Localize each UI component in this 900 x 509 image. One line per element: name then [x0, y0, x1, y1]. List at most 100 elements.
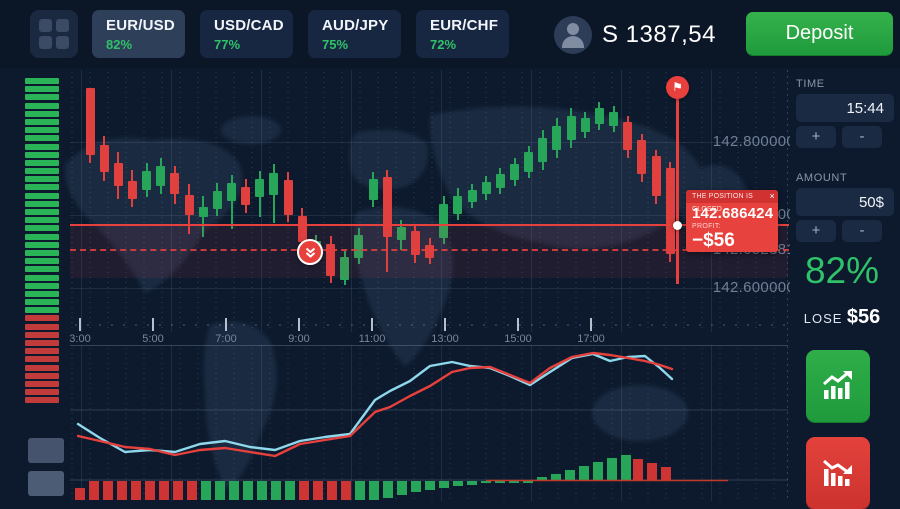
volume-bar — [145, 481, 155, 500]
volume-bar — [537, 477, 547, 480]
grid-menu-button[interactable] — [30, 10, 78, 58]
lose-amount: LOSE $56 — [790, 306, 894, 329]
gauge-bar-green — [25, 78, 59, 84]
amount-plus-button[interactable]: + — [796, 220, 836, 242]
candle — [524, 152, 534, 172]
position-time-line — [676, 96, 679, 284]
time-tick-label: 11:00 — [358, 333, 386, 345]
gauge-bar-green — [25, 209, 59, 215]
close-price-dot — [673, 220, 682, 230]
candle — [609, 112, 619, 126]
time-minus-button[interactable]: - — [842, 126, 882, 148]
amount-minus-button[interactable]: - — [842, 220, 882, 242]
candle — [326, 244, 336, 277]
time-tick-label: 3:00 — [69, 333, 91, 345]
volume-bar — [327, 481, 337, 500]
volume-bar — [593, 462, 603, 480]
time-tick — [152, 318, 154, 331]
candle — [396, 226, 406, 240]
time-plus-button[interactable]: + — [796, 126, 836, 148]
volume-bar — [355, 481, 365, 500]
candle — [580, 117, 590, 132]
flag-marker-icon[interactable]: ⚑ — [666, 76, 689, 99]
account-balance: S 1387,54 — [602, 21, 716, 48]
time-tick — [298, 318, 300, 331]
candle — [410, 231, 420, 256]
volume-bar — [229, 481, 239, 500]
candle — [170, 172, 180, 194]
sidebar-tool-button-1[interactable] — [28, 438, 64, 463]
gauge-bar-green — [25, 217, 59, 224]
time-tick-label: 15:00 — [504, 333, 532, 345]
candle — [283, 179, 293, 215]
tooltip-close-price: 142.686424 — [692, 205, 774, 222]
position-shaded-band — [70, 224, 788, 278]
candle — [453, 196, 463, 215]
gauge-bar-green — [25, 143, 59, 150]
grid-icon — [39, 19, 52, 32]
volume-bar — [523, 481, 533, 483]
candle — [184, 195, 194, 215]
gauge-bar-green — [25, 151, 59, 158]
pair-label: USD/CAD — [214, 17, 284, 34]
gauge-bar-green — [25, 110, 59, 117]
user-avatar[interactable] — [554, 16, 592, 54]
pair-tab-eur-chf[interactable]: EUR/CHF 72% — [416, 10, 509, 58]
pair-tab-aud-jpy[interactable]: AUD/JPY 75% — [308, 10, 401, 58]
pair-payout: 72% — [430, 37, 457, 52]
pair-payout: 77% — [214, 37, 241, 52]
gauge-bar-green — [25, 299, 59, 306]
call-button[interactable] — [806, 350, 870, 422]
volume-bar — [621, 455, 631, 480]
time-tick-label: 5:00 — [142, 333, 164, 345]
candle — [198, 206, 208, 218]
pair-tab-eur-usd[interactable]: EUR/USD 82% — [92, 10, 185, 58]
sell-position-marker[interactable] — [297, 239, 323, 265]
gauge-bar-green — [25, 282, 59, 289]
gauge-bar-green — [25, 225, 59, 232]
gauge-bar-red — [25, 331, 59, 338]
candle — [510, 163, 519, 180]
volume-bar — [159, 481, 169, 500]
candle — [113, 163, 123, 186]
put-button[interactable] — [806, 437, 870, 509]
time-label: TIME — [796, 78, 825, 90]
volume-bar — [313, 481, 323, 500]
time-tick-label: 7:00 — [215, 333, 237, 345]
gauge-bar-green — [25, 241, 59, 248]
time-input[interactable] — [796, 94, 894, 122]
pair-label: EUR/CHF — [430, 17, 499, 34]
pair-tab-usd-cad[interactable]: USD/CAD 77% — [200, 10, 293, 58]
gauge-bar-red — [25, 348, 59, 355]
volume-bar — [103, 481, 113, 500]
candle — [127, 180, 137, 199]
user-icon — [567, 23, 579, 35]
gauge-bar-red — [25, 389, 59, 396]
volume-bar — [243, 481, 253, 500]
time-tick — [225, 318, 227, 331]
candle — [495, 174, 505, 188]
pair-payout: 82% — [106, 37, 133, 52]
chart-up-icon — [823, 371, 852, 399]
close-icon[interactable]: × — [769, 191, 775, 201]
candle — [142, 171, 152, 191]
gauge-bar-green — [25, 290, 59, 297]
candle — [297, 215, 307, 242]
pair-label: AUD/JPY — [322, 17, 389, 34]
gauge-bar-red — [25, 315, 59, 322]
amount-input[interactable] — [796, 188, 894, 216]
candle — [382, 177, 392, 237]
candle — [651, 155, 661, 196]
candle — [594, 107, 604, 124]
gauge-bar-green — [25, 176, 59, 183]
candle — [212, 190, 222, 210]
volume-bar — [565, 470, 575, 480]
candle — [255, 179, 265, 197]
candle — [623, 122, 633, 151]
gauge-bar-green — [25, 135, 59, 142]
volume-bar — [579, 466, 589, 480]
deposit-button[interactable]: Deposit — [746, 12, 893, 55]
gauge-bar-green — [25, 258, 59, 265]
sidebar-tool-button-2[interactable] — [28, 471, 64, 496]
time-tick — [590, 318, 592, 331]
